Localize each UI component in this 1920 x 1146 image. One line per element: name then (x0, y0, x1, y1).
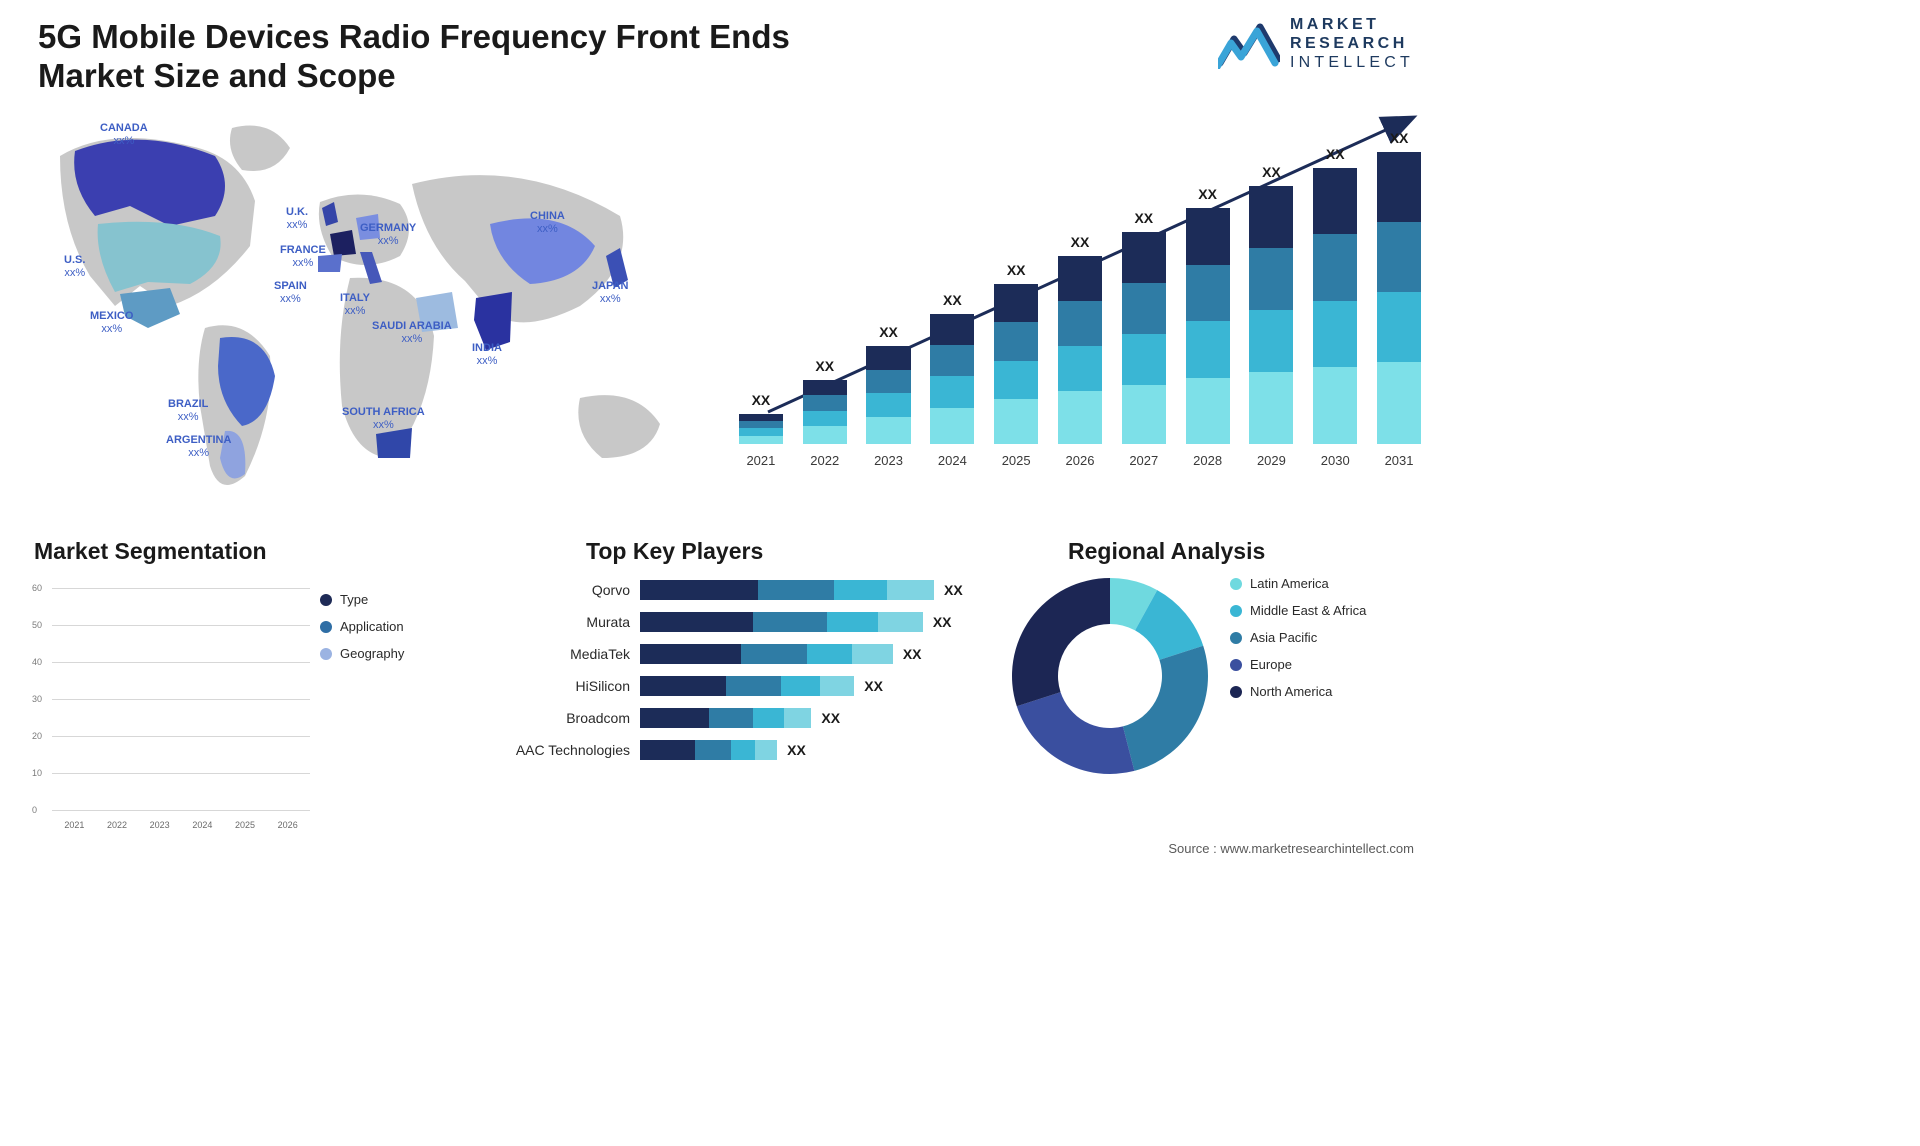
seg-legend-item: Application (320, 619, 470, 634)
player-row: MediaTek XX (490, 644, 980, 664)
map-label-spain: SPAINxx% (274, 280, 307, 305)
segmentation-legend: Type Application Geography (320, 592, 470, 673)
map-label-us: U.S.xx% (64, 254, 85, 279)
regional-legend-item: Asia Pacific (1230, 630, 1410, 645)
map-label-brazil: BRAZILxx% (168, 398, 208, 423)
map-label-canada: CANADAxx% (100, 122, 148, 147)
growth-bar-2030: XX2030 (1308, 168, 1362, 444)
regional-legend-item: Latin America (1230, 576, 1410, 591)
player-row: HiSilicon XX (490, 676, 980, 696)
regional-legend-item: Middle East & Africa (1230, 603, 1410, 618)
player-name: Murata (490, 614, 630, 630)
player-value: XX (821, 710, 857, 726)
growth-bar-2031: XX2031 (1372, 152, 1426, 444)
player-name: Qorvo (490, 582, 630, 598)
player-row: Qorvo XX (490, 580, 980, 600)
logo-text: MARKET RESEARCH INTELLECT (1290, 16, 1414, 73)
seg-gridline: 0 (52, 810, 310, 811)
player-name: Broadcom (490, 710, 630, 726)
seg-gridline: 60 (52, 588, 310, 589)
donut-slice (1123, 646, 1208, 771)
regional-legend-item: North America (1230, 684, 1410, 699)
seg-legend-item: Type (320, 592, 470, 607)
segmentation-chart: 202120222023202420252026 0102030405060 (30, 580, 310, 840)
regional-legend-item: Europe (1230, 657, 1410, 672)
source-text: Source : www.marketresearchintellect.com (1168, 841, 1414, 856)
growth-bar-2026: XX2026 (1053, 256, 1107, 444)
segmentation-title: Market Segmentation (34, 538, 267, 565)
player-value: XX (933, 614, 969, 630)
map-region-france (330, 230, 356, 256)
seg-gridline: 50 (52, 625, 310, 626)
growth-bar-2025: XX2025 (989, 284, 1043, 444)
growth-bar-2021: XX2021 (734, 414, 788, 444)
donut-slice (1012, 578, 1110, 706)
player-value: XX (864, 678, 900, 694)
map-label-germany: GERMANYxx% (360, 222, 416, 247)
logo: MARKET RESEARCH INTELLECT (1218, 16, 1414, 73)
players-title: Top Key Players (586, 538, 763, 565)
donut-slice (1017, 692, 1135, 774)
map-label-argentina: ARGENTINAxx% (166, 434, 231, 459)
map-label-india: INDIAxx% (472, 342, 502, 367)
player-value: XX (903, 646, 939, 662)
players-chart: QorvoXXMurataXXMediaTekXXHiSiliconXXBroa… (490, 580, 980, 772)
player-value: XX (944, 582, 980, 598)
map-label-uk: U.K.xx% (286, 206, 308, 231)
growth-bar-2023: XX2023 (862, 346, 916, 444)
regional-title: Regional Analysis (1068, 538, 1265, 565)
player-row: Broadcom XX (490, 708, 980, 728)
growth-bar-2029: XX2029 (1245, 186, 1299, 444)
map-label-southafrica: SOUTH AFRICAxx% (342, 406, 425, 431)
growth-bar-2022: XX2022 (798, 380, 852, 444)
growth-bar-2028: XX2028 (1181, 208, 1235, 444)
map-region-canada (74, 140, 225, 226)
regional-donut (1000, 566, 1220, 786)
player-name: AAC Technologies (490, 742, 630, 758)
map-label-saudiarabia: SAUDI ARABIAxx% (372, 320, 452, 345)
growth-bar-2027: XX2027 (1117, 232, 1171, 444)
world-map: CANADAxx% U.S.xx% MEXICOxx% BRAZILxx% ARGENT… (20, 106, 720, 516)
map-label-china: CHINAxx% (530, 210, 565, 235)
seg-gridline: 40 (52, 662, 310, 663)
player-name: HiSilicon (490, 678, 630, 694)
map-label-mexico: MEXICOxx% (90, 310, 133, 335)
player-value: XX (787, 742, 823, 758)
growth-bar-2024: XX2024 (925, 314, 979, 444)
map-label-france: FRANCExx% (280, 244, 326, 269)
growth-bar-chart: XX2021XX2022XX2023XX2024XX2025XX2026XX20… (734, 112, 1426, 472)
player-row: AAC Technologies XX (490, 740, 980, 760)
seg-gridline: 20 (52, 736, 310, 737)
logo-mark-icon (1218, 19, 1280, 69)
player-name: MediaTek (490, 646, 630, 662)
seg-gridline: 10 (52, 773, 310, 774)
player-row: Murata XX (490, 612, 980, 632)
map-label-japan: JAPANxx% (592, 280, 628, 305)
map-label-italy: ITALYxx% (340, 292, 370, 317)
regional-legend: Latin America Middle East & Africa Asia Pa… (1230, 576, 1410, 711)
page-title: 5G Mobile Devices Radio Frequency Front … (38, 18, 818, 96)
seg-gridline: 30 (52, 699, 310, 700)
seg-legend-item: Geography (320, 646, 470, 661)
